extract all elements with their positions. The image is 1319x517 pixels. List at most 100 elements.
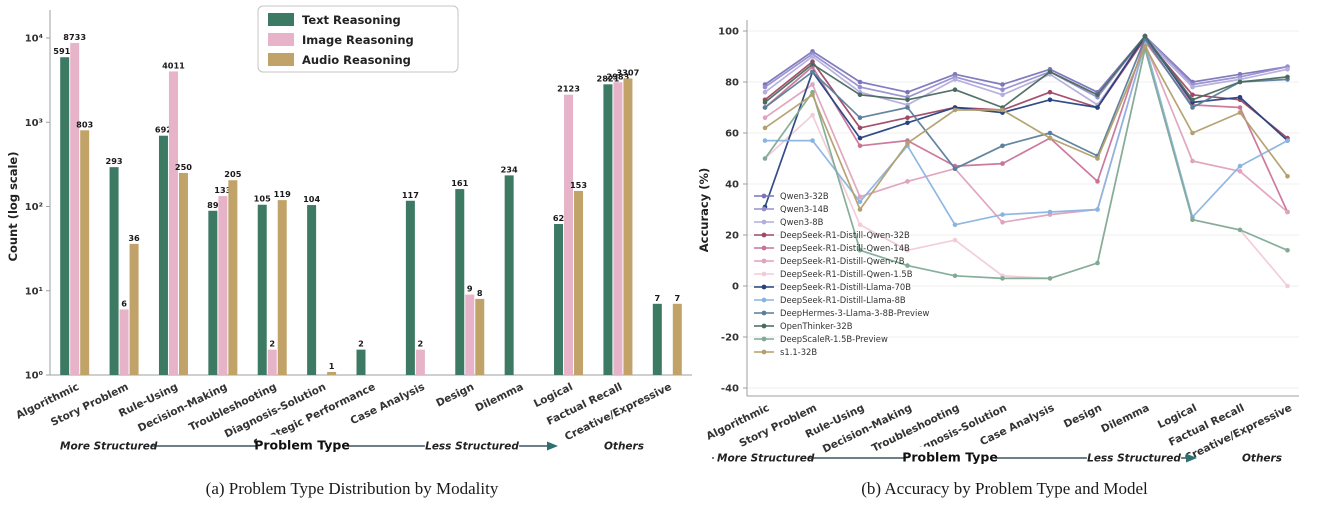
data-point [1000, 87, 1005, 92]
annotation-text-bg [257, 434, 347, 453]
bar-value-label: 153 [570, 180, 587, 190]
series-line [764, 35, 1288, 99]
data-point [762, 105, 768, 110]
bar [613, 82, 623, 375]
legend-label: Text Reasoning [302, 13, 401, 27]
bar [119, 309, 129, 375]
legend-label: DeepSeek-R1-Distill-Qwen-1.5B [780, 269, 913, 279]
series-line [764, 45, 1289, 211]
legend-label: DeepSeek-R1-Distill-Qwen-14B [780, 243, 910, 253]
data-point [1000, 161, 1005, 166]
data-point [810, 138, 815, 143]
data-point [1047, 97, 1053, 103]
data-point [762, 84, 768, 90]
bar-value-label: 7 [654, 293, 660, 303]
legend-marker [761, 258, 767, 264]
data-point [1047, 276, 1053, 281]
data-point [1047, 135, 1053, 141]
data-point [1095, 156, 1100, 161]
legend-marker [761, 310, 767, 316]
bar [327, 372, 337, 375]
bar [208, 210, 218, 375]
data-point [1237, 105, 1243, 110]
data-point [952, 237, 958, 243]
structure-arrowhead [1186, 453, 1197, 463]
data-point [905, 105, 910, 110]
data-point [905, 89, 910, 95]
bar [405, 200, 415, 375]
bar [257, 204, 267, 375]
legend-label: OpenThinker-32B [780, 321, 853, 331]
bar-value-label: 2 [418, 339, 424, 349]
data-point [905, 115, 910, 120]
y-tick-label: 10⁴ [25, 34, 43, 45]
data-point [1047, 89, 1053, 95]
bar-value-label: 9 [467, 284, 473, 294]
bar [465, 294, 475, 375]
data-point [857, 115, 863, 120]
annotation-text-bg [57, 436, 152, 453]
data-point [1047, 130, 1053, 136]
more-structured-label: More Structured [717, 453, 815, 465]
problem-type-axis-title: Problem Type [254, 438, 350, 453]
data-point [1000, 220, 1005, 225]
less-structured-label: Less Structured [1087, 453, 1181, 465]
legend-label: s1.1-32B [780, 347, 817, 357]
bar-value-label: 104 [303, 194, 320, 204]
data-point [762, 125, 768, 131]
y-tick-label: 0 [732, 282, 739, 293]
legend-label: Qwen3-14B [780, 204, 829, 214]
data-point [1095, 92, 1100, 98]
data-point [1142, 44, 1148, 49]
series-line [764, 47, 1288, 280]
y-tick-label: 10¹ [25, 286, 43, 297]
data-point [1000, 82, 1005, 87]
data-point [1285, 283, 1290, 289]
legend-swatch [268, 33, 294, 46]
bar-value-label: 692 [155, 125, 172, 135]
data-point [857, 199, 863, 205]
x-tick-label: Dilemma [1099, 402, 1151, 436]
bar-value-label: 2983 [607, 71, 630, 81]
legend-swatch [268, 53, 294, 66]
data-point [1000, 107, 1005, 113]
data-point [857, 135, 863, 141]
legend-label: DeepSeek-R1-Distill-Qwen-32B [780, 230, 910, 240]
data-point [857, 125, 863, 131]
data-point [1095, 260, 1100, 266]
series-line [764, 35, 1289, 208]
data-point [1190, 105, 1195, 110]
legend-label: DeepSeek-R1-Distill-Qwen-7B [780, 256, 905, 266]
data-point [1237, 79, 1243, 85]
data-point [1000, 143, 1005, 149]
bar-value-label: 62 [553, 213, 564, 223]
data-point [857, 194, 863, 200]
legend: Text Reasoning Image Reasoning Audio Reaso… [257, 5, 459, 73]
series-line [764, 42, 1289, 224]
data-point [1285, 67, 1290, 72]
data-point [1047, 69, 1053, 75]
more-structured-label: More Structured [60, 441, 158, 453]
annotation-text-bg [1086, 448, 1182, 465]
data-point [857, 84, 863, 90]
bar-value-label: 119 [274, 189, 291, 199]
series-line [764, 40, 1289, 213]
bar [475, 298, 485, 375]
data-point [810, 112, 815, 118]
data-point [905, 263, 910, 268]
bar-value-label: 234 [501, 164, 518, 174]
data-point [857, 143, 863, 149]
data-point [857, 207, 863, 212]
data-point [762, 115, 768, 120]
y-tick-label: 60 [725, 129, 739, 140]
data-point [810, 61, 815, 67]
bar [554, 223, 564, 375]
bar-value-label: 8 [477, 288, 483, 298]
y-tick-label: 80 [725, 78, 739, 89]
bar [228, 180, 238, 375]
series-line [764, 37, 1288, 170]
data-point [1285, 209, 1290, 215]
bar [267, 349, 277, 375]
legend-label: DeepScaleR-1.5B-Preview [780, 334, 888, 344]
